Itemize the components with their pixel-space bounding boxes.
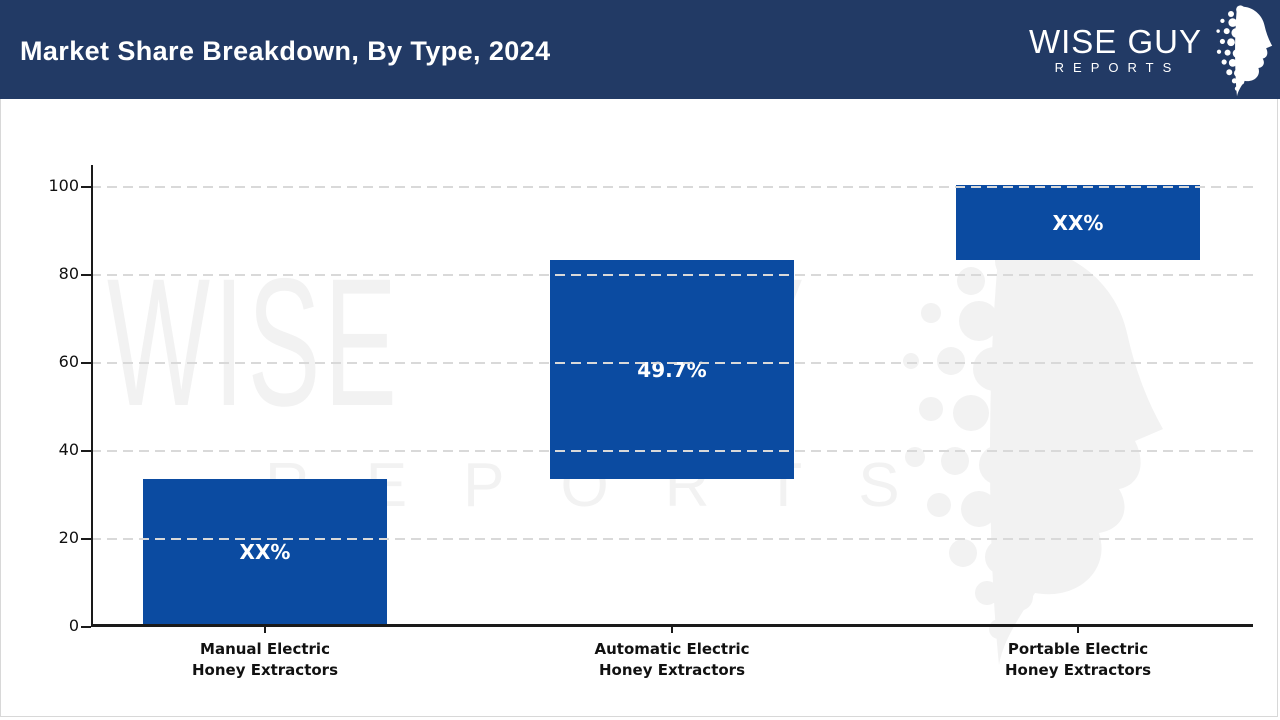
y-tick-label: 20 bbox=[58, 528, 79, 547]
gridline bbox=[91, 186, 1253, 188]
y-tick-mark bbox=[81, 274, 91, 276]
plot-area: XX% 49.7% XX% bbox=[91, 165, 1253, 627]
y-tick-label: 40 bbox=[58, 440, 79, 459]
logo-wordmark: WISE GUY bbox=[1028, 23, 1202, 60]
page-title: Market Share Breakdown, By Type, 2024 bbox=[20, 36, 551, 66]
x-axis-line bbox=[91, 624, 1253, 627]
y-tick-mark bbox=[81, 362, 91, 364]
x-tick-mark bbox=[1077, 627, 1079, 633]
header-bar: Market Share Breakdown, By Type, 2024 WI… bbox=[0, 0, 1280, 99]
category-label: Manual Electric Honey Extractors bbox=[191, 640, 338, 679]
y-tick-mark bbox=[81, 450, 91, 452]
x-tick-mark bbox=[671, 627, 673, 633]
bar-value-label: XX% bbox=[239, 539, 291, 564]
chart-canvas: WISE GUY REPORTS XX% 49.7% XX% 0 20 40 60 80 10… bbox=[0, 99, 1278, 717]
gridline bbox=[91, 362, 1253, 364]
logo-subtitle: REPORTS bbox=[1054, 60, 1181, 75]
bar-value-label: XX% bbox=[1052, 210, 1104, 235]
y-tick-mark bbox=[81, 186, 91, 188]
y-tick-label: 0 bbox=[68, 616, 79, 635]
gridline bbox=[91, 538, 1253, 540]
y-tick-mark bbox=[81, 538, 91, 540]
bar-segment: XX% bbox=[956, 185, 1200, 261]
gridline bbox=[91, 274, 1253, 276]
y-tick-label: 100 bbox=[48, 176, 79, 195]
bar-value-label: 49.7% bbox=[637, 357, 707, 382]
y-tick-label: 60 bbox=[58, 352, 79, 371]
y-axis-line bbox=[91, 165, 93, 627]
bar-segment: 49.7% bbox=[550, 260, 794, 479]
x-tick-mark bbox=[264, 627, 266, 633]
logo-text: WISE GUY REPORTS bbox=[1029, 25, 1202, 74]
wiseguy-face-icon bbox=[1188, 2, 1274, 98]
bar-segment: XX% bbox=[143, 478, 387, 625]
category-label: Automatic Electric Honey Extractors bbox=[594, 640, 750, 679]
wiseguy-logo: WISE GUY REPORTS bbox=[1029, 2, 1280, 98]
gridline bbox=[91, 450, 1253, 452]
category-label: Portable Electric Honey Extractors bbox=[1004, 640, 1151, 679]
y-tick-mark bbox=[81, 626, 91, 628]
y-tick-label: 80 bbox=[58, 264, 79, 283]
